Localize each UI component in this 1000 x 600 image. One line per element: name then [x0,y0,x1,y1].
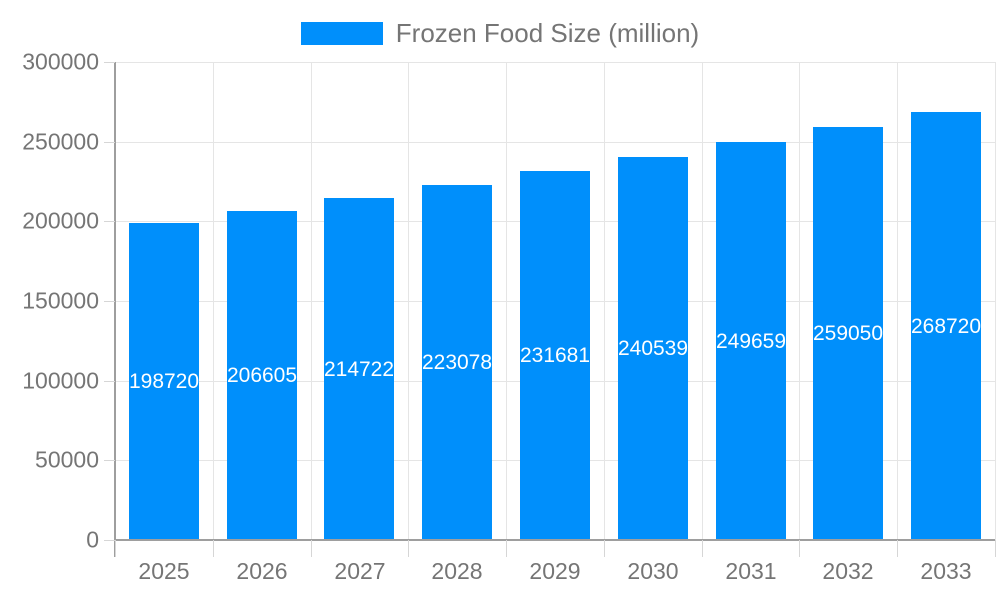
x-tick-label-2027: 2027 [334,558,386,584]
bar-2032[interactable]: 259050 [813,127,883,540]
bar-value-label: 214722 [324,357,394,381]
y-tick-mark [104,62,115,63]
x-tick-label-2026: 2026 [236,558,288,584]
x-tick-mark [115,540,116,557]
h-gridline [115,62,995,63]
bar-2026[interactable]: 206605 [227,211,297,540]
x-tick-mark [604,540,605,557]
y-tick-mark [104,460,115,461]
y-tick-label: 200000 [22,207,99,234]
x-tick-mark [311,540,312,557]
chart-legend[interactable]: Frozen Food Size (million) [0,20,1000,46]
y-tick-label: 50000 [35,446,99,473]
bar-2027[interactable]: 214722 [324,198,394,540]
v-gridline [799,62,800,540]
y-tick-label: 0 [86,526,99,553]
x-tick-label-2030: 2030 [627,558,679,584]
legend-swatch-icon [300,21,383,45]
bar-2025[interactable]: 198720 [129,223,199,540]
bar-value-label: 249659 [716,329,786,353]
x-axis-line [115,539,995,541]
v-gridline [311,62,312,540]
bar-2033[interactable]: 268720 [911,112,981,540]
y-tick-mark [104,142,115,143]
y-tick-mark [104,221,115,222]
bar-2029[interactable]: 231681 [520,171,590,540]
x-tick-label-2033: 2033 [920,558,972,584]
v-gridline [408,62,409,540]
x-tick-mark [702,540,703,557]
v-gridline [213,62,214,540]
plot-area: 198720 206605 214722 223078 231681 240539 2496… [115,62,996,540]
y-tick-label: 300000 [22,48,99,75]
legend-label: Frozen Food Size (million) [395,18,700,48]
x-tick-label-2025: 2025 [138,558,190,584]
v-gridline [702,62,703,540]
y-axis-line [114,62,116,557]
bar-value-label: 206605 [227,364,297,387]
v-gridline [604,62,605,540]
y-tick-label: 250000 [22,128,99,155]
bar-2028[interactable]: 223078 [422,185,492,540]
x-tick-mark [408,540,409,557]
bar-2031[interactable]: 249659 [716,142,786,540]
bar-value-label: 268720 [911,314,981,338]
x-tick-mark [799,540,800,557]
x-tick-mark [897,540,898,557]
x-tick-label-2032: 2032 [822,558,874,584]
x-tick-mark [995,540,996,557]
bar-value-label: 198720 [129,370,199,393]
y-tick-mark [104,540,115,541]
bar-value-label: 223078 [422,351,492,374]
bar-value-label: 259050 [813,322,883,345]
v-gridline [506,62,507,540]
x-tick-label-2029: 2029 [529,558,581,584]
bar-value-label: 240539 [618,337,688,360]
y-tick-mark [104,301,115,302]
bar-2030[interactable]: 240539 [618,157,688,540]
x-tick-mark [506,540,507,557]
y-tick-label: 150000 [22,287,99,314]
v-gridline [897,62,898,540]
x-tick-label-2028: 2028 [431,558,483,584]
v-gridline [995,62,996,540]
y-tick-mark [104,381,115,382]
x-tick-label-2031: 2031 [725,558,777,584]
y-tick-label: 100000 [22,367,99,394]
bar-value-label: 231681 [520,344,590,367]
x-tick-mark [213,540,214,557]
